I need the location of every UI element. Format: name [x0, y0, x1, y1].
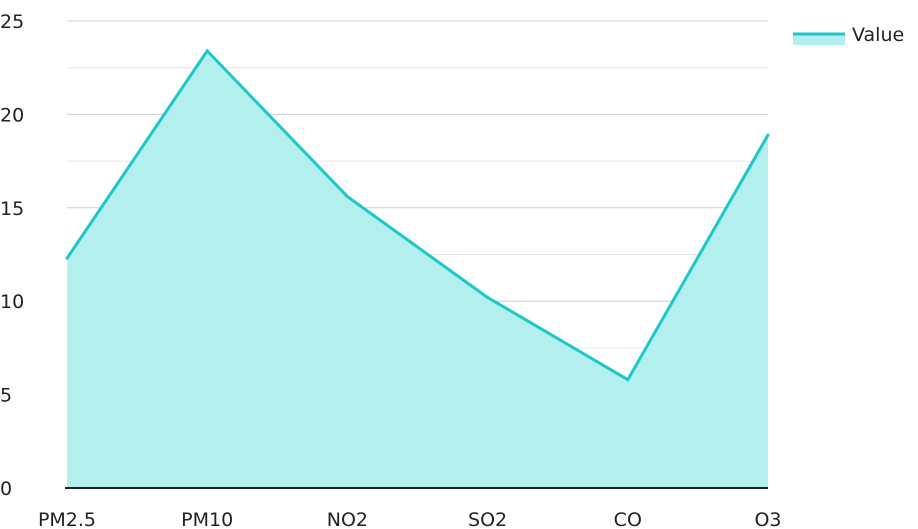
legend-swatch-value [793, 33, 845, 45]
y-tick-label: 15 [0, 198, 24, 220]
y-tick-label: 25 [0, 11, 24, 33]
line-layer [65, 48, 770, 382]
area-layer [67, 50, 768, 488]
data-point-no2 [345, 195, 349, 199]
series-line-value [65, 48, 770, 382]
data-point-co [626, 378, 630, 382]
data-point-pm10 [205, 49, 209, 53]
y-tick-label: 0 [0, 478, 12, 500]
y-tick-label: 10 [0, 291, 24, 313]
legend: Value [793, 24, 904, 46]
x-tick-label: CO [614, 509, 642, 529]
data-point-pm25 [65, 256, 69, 260]
x-tick-label: PM2.5 [38, 509, 96, 529]
data-point-o3 [766, 133, 770, 137]
y-tick-label: 5 [0, 385, 12, 407]
y-tick-label: 20 [0, 104, 24, 126]
x-tick-label: PM10 [181, 509, 233, 529]
x-tick-label: SO2 [468, 509, 507, 529]
area-fill-value [67, 50, 768, 488]
x-tick-label: NO2 [327, 509, 368, 529]
label-layer: 0 5 10 15 20 25 PM2.5 PM10 NO2 SO2 CO O3 [0, 11, 782, 529]
legend-label-value: Value [852, 24, 904, 46]
data-point-so2 [486, 295, 490, 299]
x-tick-label: O3 [754, 509, 781, 529]
